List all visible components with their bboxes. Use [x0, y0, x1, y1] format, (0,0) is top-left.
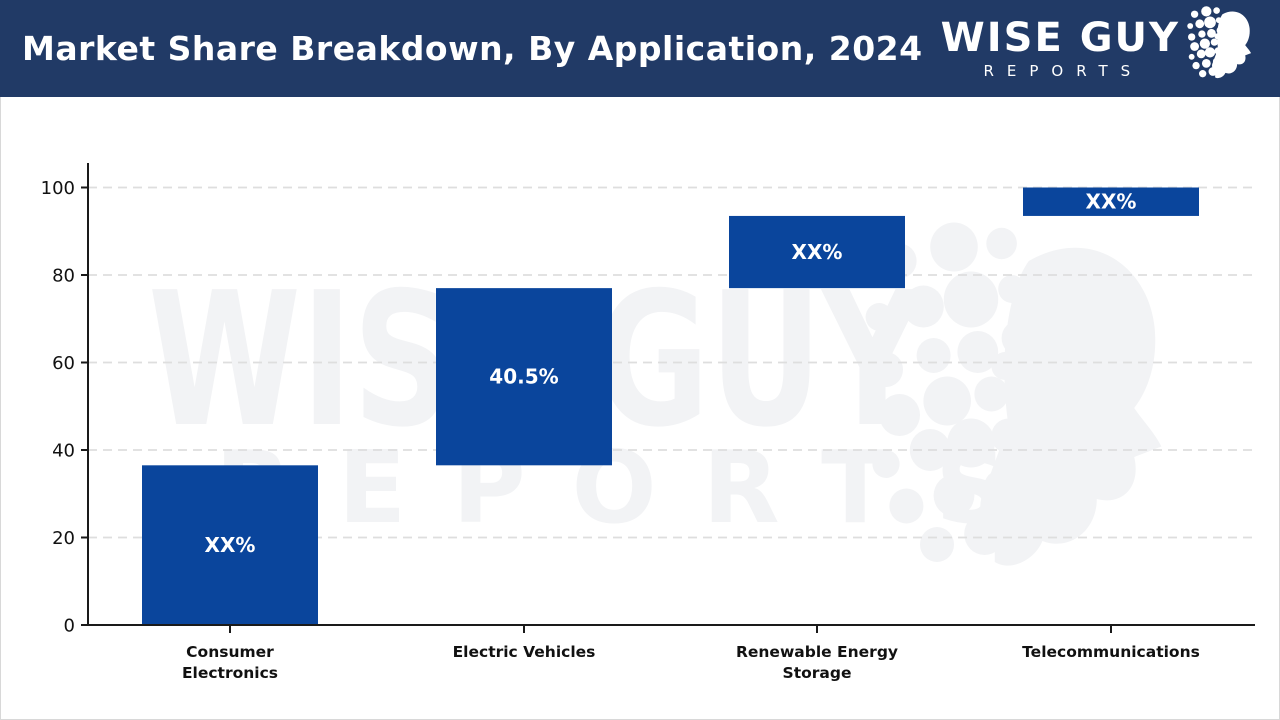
logo-wise-guy-text: WISE GUY [940, 14, 1180, 61]
bar-value-label: 40.5% [489, 365, 558, 389]
x-category-label-telecommunications: Telecommunications [1022, 643, 1200, 661]
bar-consumer-electronics [142, 465, 318, 625]
bar-renewable-energy-storage [729, 215, 905, 289]
logo-reports-text: REPORTS [983, 61, 1144, 80]
bar-telecommunications [1023, 187, 1199, 216]
y-tick-label-40: 40 [52, 441, 75, 462]
bar-electric-vehicles [436, 288, 612, 466]
x-category-label-renewable-energy-storage: Renewable Energy Storage [736, 643, 898, 682]
wise-guy-reports-logo: WISE GUY REPORTS [941, 4, 1266, 92]
header-bar: Market Share Breakdown, By Application, … [0, 0, 1280, 97]
y-tick-label-100: 100 [41, 178, 75, 199]
logo-text: WISE GUY REPORTS [941, 18, 1180, 79]
y-tick-label-80: 80 [52, 266, 75, 287]
y-tick-label-0: 0 [64, 616, 75, 637]
x-category-label-consumer-electronics: Consumer Electronics [182, 643, 278, 682]
y-tick-label-60: 60 [52, 353, 75, 374]
bar-value-label: XX% [792, 240, 843, 264]
watermark-dotted-face [865, 222, 1162, 566]
bar-value-label: XX% [205, 533, 256, 557]
chart-title: Market Share Breakdown, By Application, … [22, 29, 923, 68]
logo-dotted-face-icon [1187, 6, 1252, 79]
y-tick-label-20: 20 [52, 528, 75, 549]
x-category-label-electric-vehicles: Electric Vehicles [453, 643, 596, 661]
bar-value-label: XX% [1086, 190, 1137, 214]
